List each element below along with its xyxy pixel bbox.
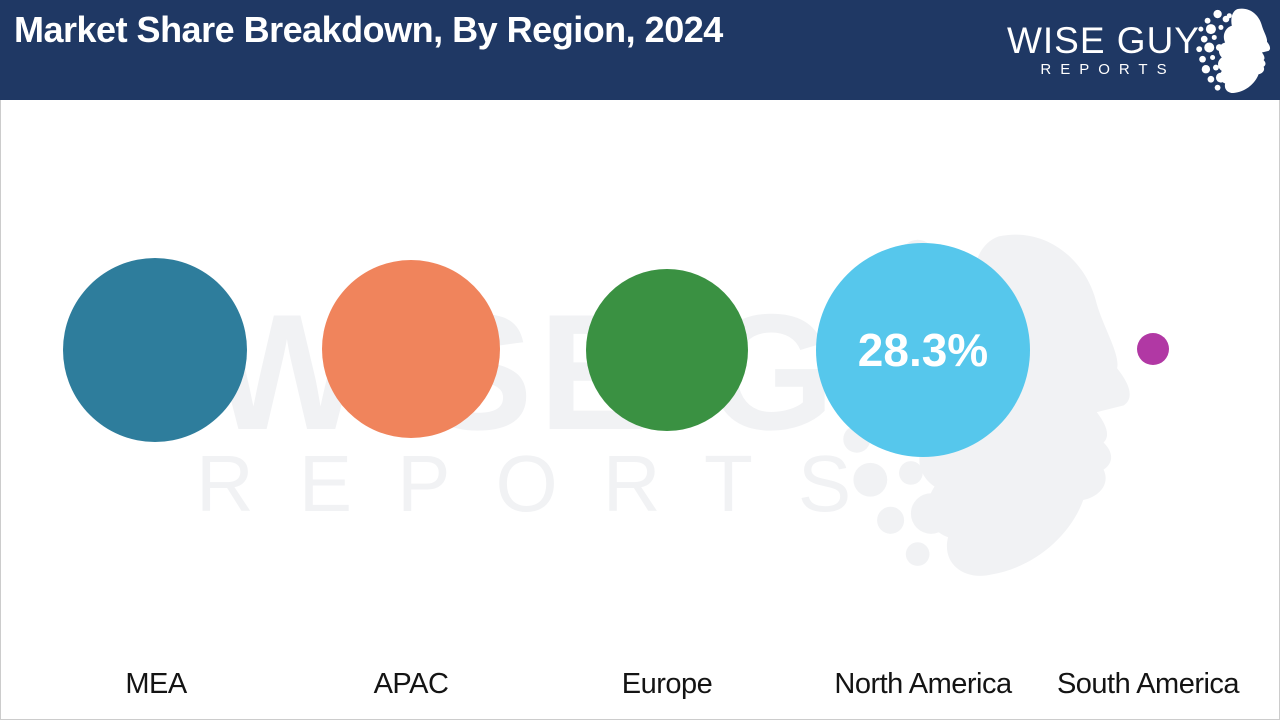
logo-subtitle: REPORTS bbox=[1040, 61, 1176, 79]
logo-wordmark: WISE GUY REPORTS bbox=[1006, 19, 1200, 79]
bubble-apac[interactable] bbox=[322, 260, 500, 438]
wiseguy-head-icon bbox=[1194, 4, 1278, 96]
category-label-south-america: South America bbox=[1056, 668, 1240, 700]
chart-canvas: WISE GUY REPORTS 28.3% MEA APAC Europe N… bbox=[0, 100, 1280, 720]
bubble-mea[interactable] bbox=[63, 258, 247, 442]
page-title: Market Share Breakdown, By Region, 2024 bbox=[14, 9, 723, 50]
category-label-mea: MEA bbox=[125, 668, 187, 700]
bubble-value-label: 28.3% bbox=[857, 324, 989, 376]
wiseguy-logo: WISE GUY REPORTS bbox=[1007, 4, 1278, 96]
bubble-north-america[interactable]: 28.3% bbox=[816, 243, 1030, 457]
bubble-europe[interactable] bbox=[586, 269, 748, 431]
logo-title: WISE GUY bbox=[1006, 19, 1200, 61]
category-label-apac: APAC bbox=[373, 668, 449, 700]
bubble-south-america[interactable] bbox=[1137, 333, 1169, 365]
header-bar: Market Share Breakdown, By Region, 2024 … bbox=[0, 0, 1280, 100]
category-label-europe: Europe bbox=[621, 668, 713, 700]
watermark-subtitle: REPORTS bbox=[196, 439, 897, 528]
category-label-north-america: North America bbox=[834, 668, 1012, 700]
